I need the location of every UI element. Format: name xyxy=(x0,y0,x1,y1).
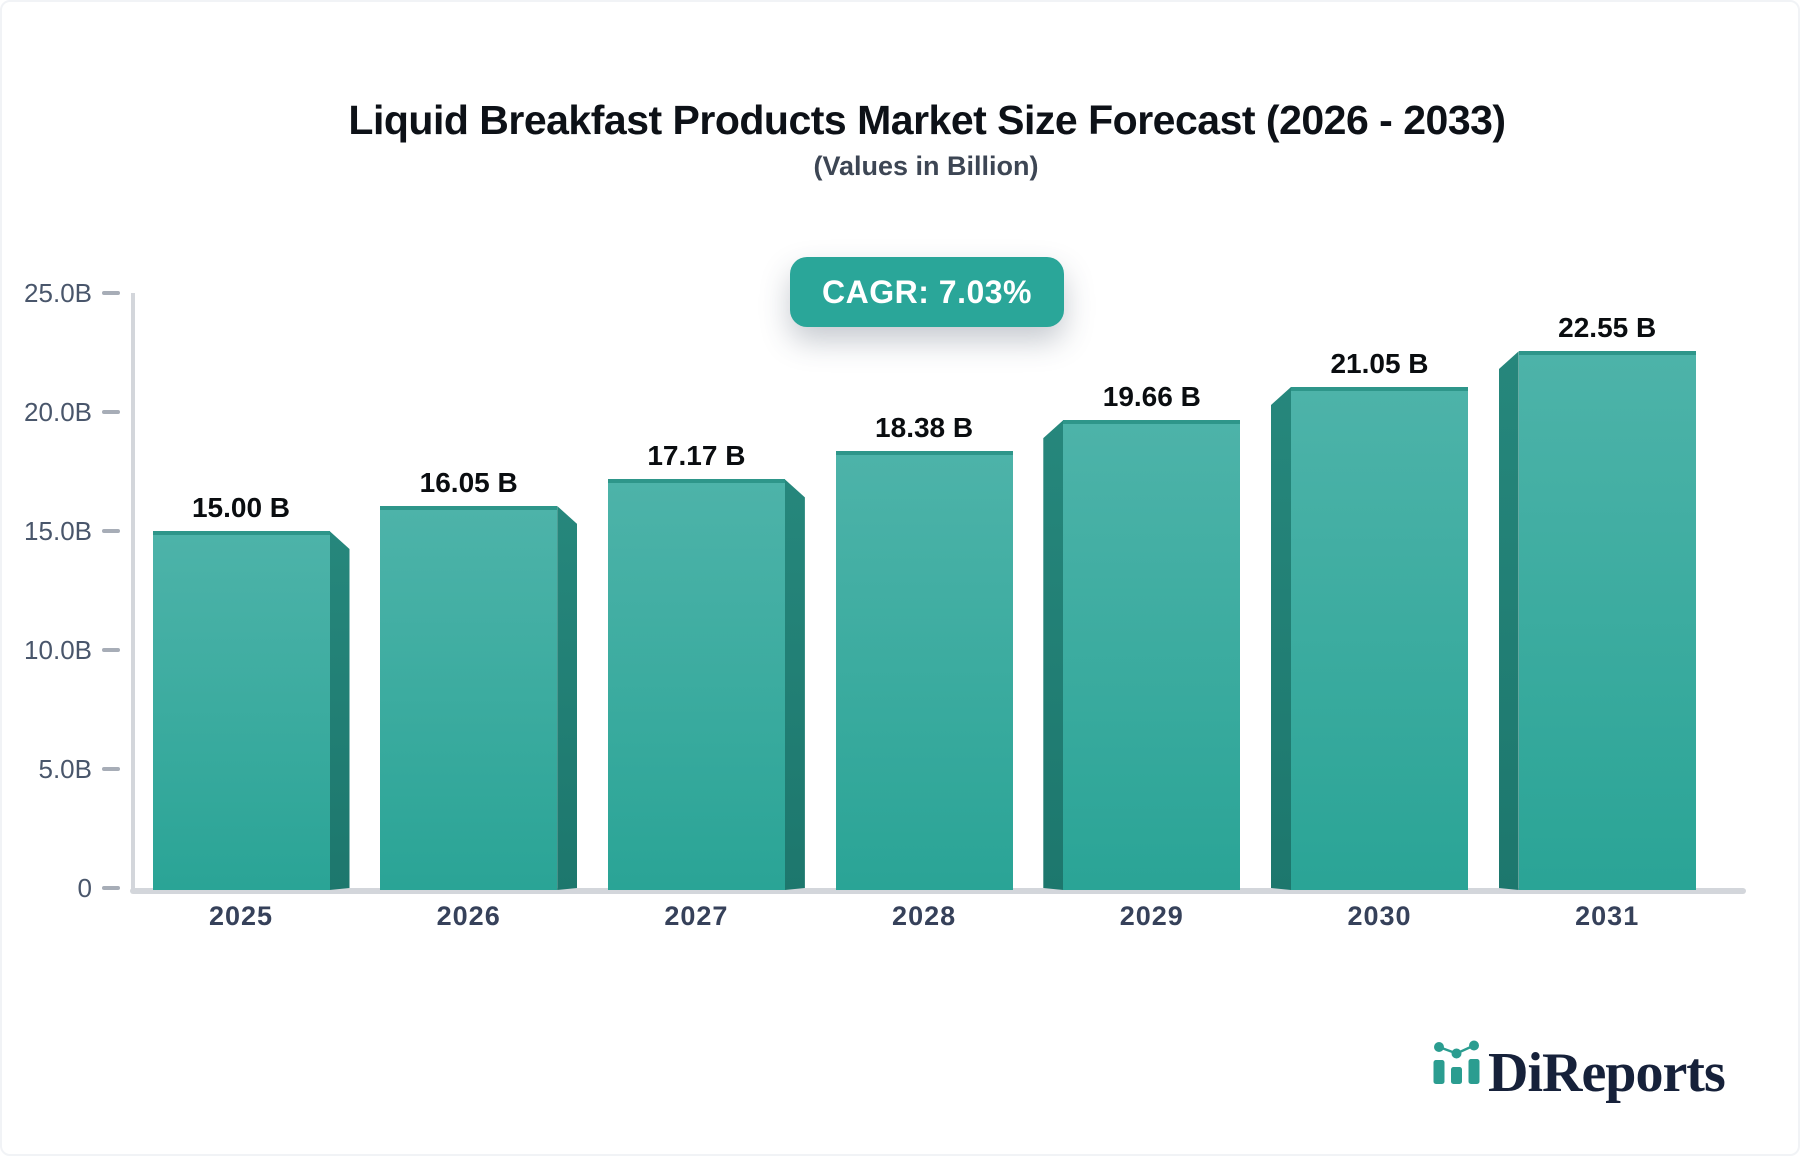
y-axis-line xyxy=(131,293,135,890)
bar-value-label-2031: 22.55 B xyxy=(1558,312,1657,344)
y-tick-label-10.0B: 10.0B xyxy=(24,635,92,665)
y-tick-mark-20.0B xyxy=(102,410,120,414)
chart-title: Liquid Breakfast Products Market Size Fo… xyxy=(348,97,1506,143)
bar-side-2031 xyxy=(1499,351,1519,890)
y-tick-mark-15.0B xyxy=(102,529,120,533)
bar-side-2026 xyxy=(557,506,577,890)
y-tick-label-25.0B: 25.0B xyxy=(24,278,92,308)
y-tick-mark-5.0B xyxy=(102,767,120,771)
bar-2026[interactable] xyxy=(380,506,558,890)
y-tick-label-15.0B: 15.0B xyxy=(24,516,92,546)
x-axis-label-2026: 2026 xyxy=(436,901,501,931)
bar-value-label-2026: 16.05 B xyxy=(419,467,518,498)
x-axis-label-2028: 2028 xyxy=(892,901,957,931)
y-tick-label-5.0B: 5.0B xyxy=(38,754,93,784)
bar-2030[interactable] xyxy=(1291,387,1468,890)
bar-2029[interactable] xyxy=(1063,420,1241,890)
chart-subtitle: (Values in Billion) xyxy=(813,151,1039,181)
bar-2027[interactable] xyxy=(607,479,785,890)
bar-side-2027 xyxy=(785,479,805,890)
y-tick-mark-25.0B xyxy=(102,291,120,295)
bar-line-chart-icon xyxy=(1433,1040,1480,1084)
bar-value-label-2029: 19.66 B xyxy=(1102,381,1201,413)
bar-value-label-2027: 17.17 B xyxy=(647,440,746,472)
x-axis-label-2025: 2025 xyxy=(208,901,274,931)
bar-2025[interactable] xyxy=(152,531,330,890)
x-axis-label-2030: 2030 xyxy=(1347,901,1412,931)
bar-side-2030 xyxy=(1271,387,1291,890)
bar-side-2029 xyxy=(1043,420,1063,890)
bar-side-2025 xyxy=(330,531,350,890)
y-tick-mark-0 xyxy=(102,886,120,890)
x-axis-label-2031: 2031 xyxy=(1575,901,1640,931)
y-tick-label-20.0B: 20.0B xyxy=(24,397,92,427)
bar-value-label-2025: 15.00 B xyxy=(191,492,291,523)
bar-value-label-2030: 21.05 B xyxy=(1330,348,1429,379)
bar-2031[interactable] xyxy=(1518,351,1696,890)
y-tick-mark-10.0B xyxy=(102,648,120,652)
bar-2028[interactable] xyxy=(835,450,1013,890)
cagr-badge: CAGR: 7.03% xyxy=(790,257,1064,327)
x-axis-line xyxy=(130,888,1746,894)
bar-value-label-2028: 18.38 B xyxy=(875,411,974,443)
x-axis-label-2027: 2027 xyxy=(664,901,729,931)
direports-logo: DiReports xyxy=(1430,1036,1730,1116)
x-axis-label-2029: 2029 xyxy=(1119,901,1184,931)
logo-text: DiReports xyxy=(1488,1042,1726,1104)
y-tick-label-0: 0 xyxy=(77,873,92,903)
